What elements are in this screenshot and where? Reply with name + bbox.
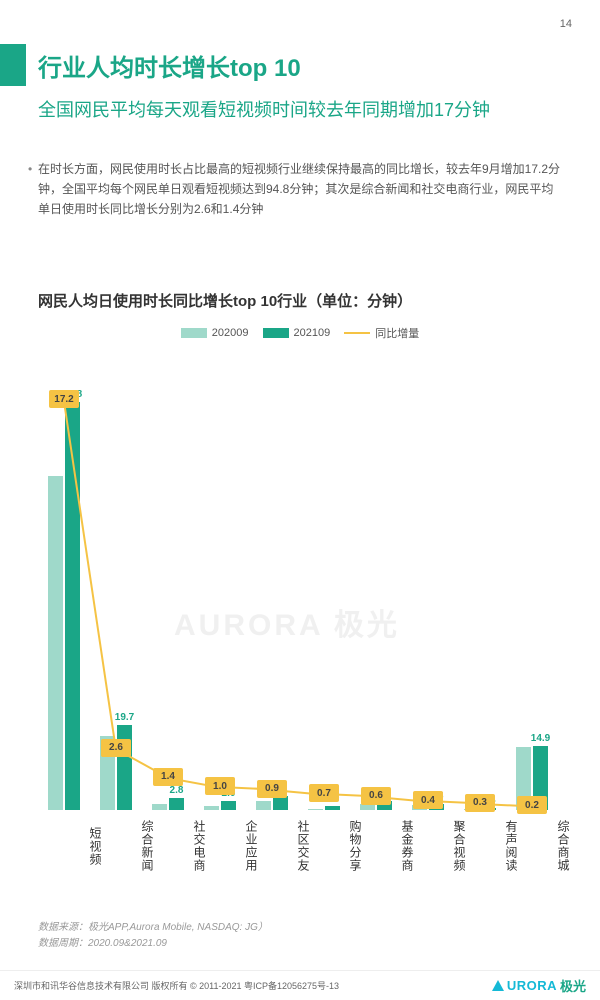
line-point-label: 2.6 <box>101 739 131 757</box>
legend-label-b: 202109 <box>294 327 331 339</box>
logo-text-cn: 极光 <box>560 976 586 995</box>
bar-value-label: 14.9 <box>531 733 550 746</box>
chart-legend: 202009 202109 同比增量 <box>0 325 600 341</box>
data-source: 数据来源：极光APP,Aurora Mobile, NASDAQ: JG） 数据… <box>38 920 268 952</box>
x-axis-label: 有声阅读 <box>468 815 520 877</box>
bullet-icon: • <box>28 160 32 180</box>
logo-text-latin: URORA <box>507 978 557 993</box>
legend-label-a: 202009 <box>212 327 249 339</box>
x-axis-label: 社交电商 <box>156 815 208 877</box>
page-number: 14 <box>560 18 572 30</box>
x-axis-label: 企业应用 <box>208 815 260 877</box>
bar-series-b: 0.9 <box>325 806 340 810</box>
bar-series-a <box>360 804 375 810</box>
footer-copyright: 深圳市和讯华谷信息技术有限公司 版权所有 © 2011-2021 粤ICP备12… <box>14 979 339 992</box>
bar-group: 2.0 <box>204 801 236 810</box>
x-axis-label: 综合商城 <box>520 815 572 877</box>
legend-label-line: 同比增量 <box>375 325 419 341</box>
legend-swatch-b <box>263 328 289 338</box>
legend-item-a: 202009 <box>181 325 249 341</box>
x-axis-label: 短视频 <box>52 815 104 877</box>
line-point-label: 0.4 <box>413 791 443 809</box>
watermark: AURORA 极光 <box>174 600 400 644</box>
bar-value-label: 19.7 <box>115 712 134 725</box>
x-axis-label: 社区交友 <box>260 815 312 877</box>
legend-item-b: 202109 <box>263 325 331 341</box>
bar-value-label: 2.8 <box>170 785 184 798</box>
line-point-label: 1.4 <box>153 768 183 786</box>
line-point-label: 0.9 <box>257 780 287 798</box>
bar-series-a <box>308 809 323 810</box>
bar-series-a <box>152 804 167 810</box>
x-axis-label: 基金券商 <box>364 815 416 877</box>
legend-item-line: 同比增量 <box>344 325 419 341</box>
body-text: • 在时长方面，网民使用时长占比最高的短视频行业继续保持最高的同比增长，较去年9… <box>38 160 562 219</box>
bar-group: 3.2 <box>256 796 288 810</box>
footer: 深圳市和讯华谷信息技术有限公司 版权所有 © 2011-2021 粤ICP备12… <box>0 970 600 1000</box>
line-point-label: 17.2 <box>49 390 79 408</box>
line-point-label: 0.7 <box>309 784 339 802</box>
line-point-label: 0.2 <box>517 796 547 814</box>
bar-series-a <box>48 476 63 810</box>
chart-area: AURORA 极光 94.819.72.82.03.20.92.01.50.41… <box>38 350 568 880</box>
line-point-label: 0.3 <box>465 794 495 812</box>
bar-group: 94.8 <box>48 402 80 810</box>
bar-group: 0.9 <box>308 806 340 810</box>
bar-series-b: 2.0 <box>221 801 236 810</box>
logo: URORA 极光 <box>492 976 586 995</box>
main-title: 行业人均时长增长top 10 <box>38 48 301 83</box>
bar-group: 2.8 <box>152 798 184 810</box>
logo-triangle-icon <box>492 980 504 991</box>
line-point-label: 1.0 <box>205 777 235 795</box>
bar-series-b: 2.8 <box>169 798 184 810</box>
bar-series-b: 3.2 <box>273 796 288 810</box>
source-line-2: 数据周期：2020.09&2021.09 <box>38 936 268 952</box>
legend-swatch-a <box>181 328 207 338</box>
x-axis-label: 聚合视频 <box>416 815 468 877</box>
legend-swatch-line <box>344 332 370 334</box>
x-axis-label: 购物分享 <box>312 815 364 877</box>
x-axis-label: 综合新闻 <box>104 815 156 877</box>
accent-bar <box>0 44 26 86</box>
chart-title: 网民人均日使用时长同比增长top 10行业（单位：分钟） <box>38 290 562 311</box>
source-line-1: 数据来源：极光APP,Aurora Mobile, NASDAQ: JG） <box>38 920 268 936</box>
bar-series-a <box>204 806 219 810</box>
line-point-label: 0.6 <box>361 787 391 805</box>
subtitle: 全国网民平均每天观看短视频时间较去年同期增加17分钟 <box>38 98 562 123</box>
chart-plot: AURORA 极光 94.819.72.82.03.20.92.01.50.41… <box>44 380 562 810</box>
bar-series-a <box>256 801 271 810</box>
body-text-content: 在时长方面，网民使用时长占比最高的短视频行业继续保持最高的同比增长，较去年9月增… <box>38 162 560 216</box>
